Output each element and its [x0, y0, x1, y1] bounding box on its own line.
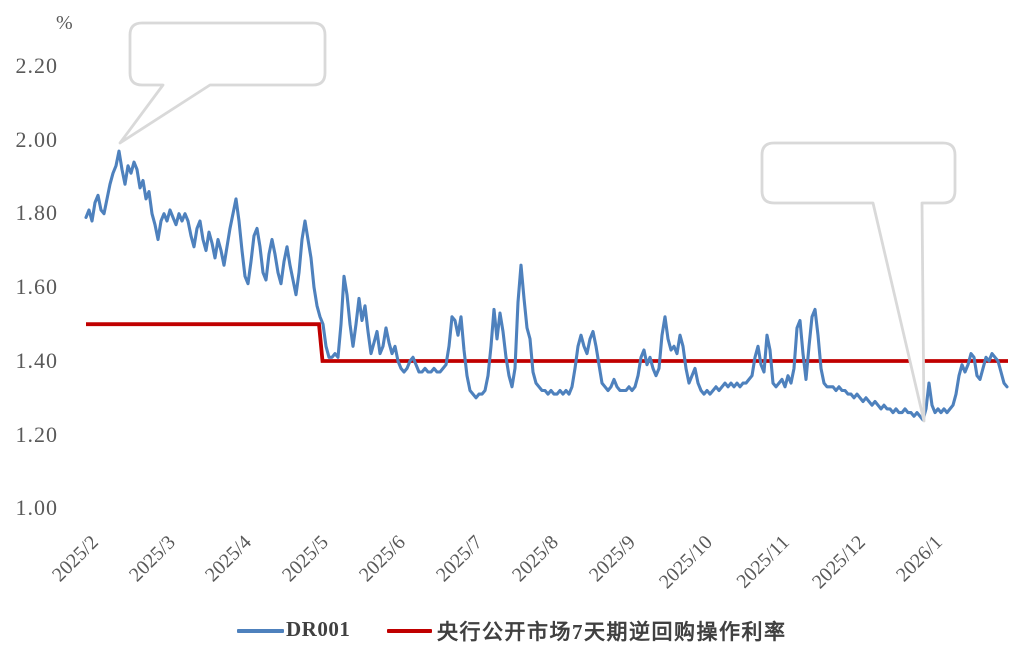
legend-swatch-dr001 — [237, 629, 284, 633]
y-tick-label: 1.20 — [15, 421, 58, 447]
legend-swatch-policy-rate — [387, 629, 432, 633]
y-tick-label: 1.00 — [15, 495, 58, 521]
policy-rate-line — [86, 322, 1008, 363]
y-tick-label: 2.00 — [15, 126, 58, 152]
legend-label-policy-rate: 央行公开市场7天期逆回购操作利率 — [437, 620, 787, 644]
y-tick-label: 2.20 — [15, 53, 58, 78]
callout-2 — [760, 141, 957, 423]
y-tick-label: 1.80 — [15, 200, 58, 226]
y-tick-label: 1.40 — [15, 347, 58, 373]
dr001-line — [84, 149, 1009, 422]
callout-1 — [118, 21, 327, 145]
legend-label-dr001: DR001 — [286, 617, 351, 641]
legend: DR001 央行公开市场7天期逆回购操作利率 — [0, 613, 1035, 663]
y-tick-label: 1.60 — [15, 274, 58, 300]
y-axis-unit-label: % — [56, 12, 74, 34]
